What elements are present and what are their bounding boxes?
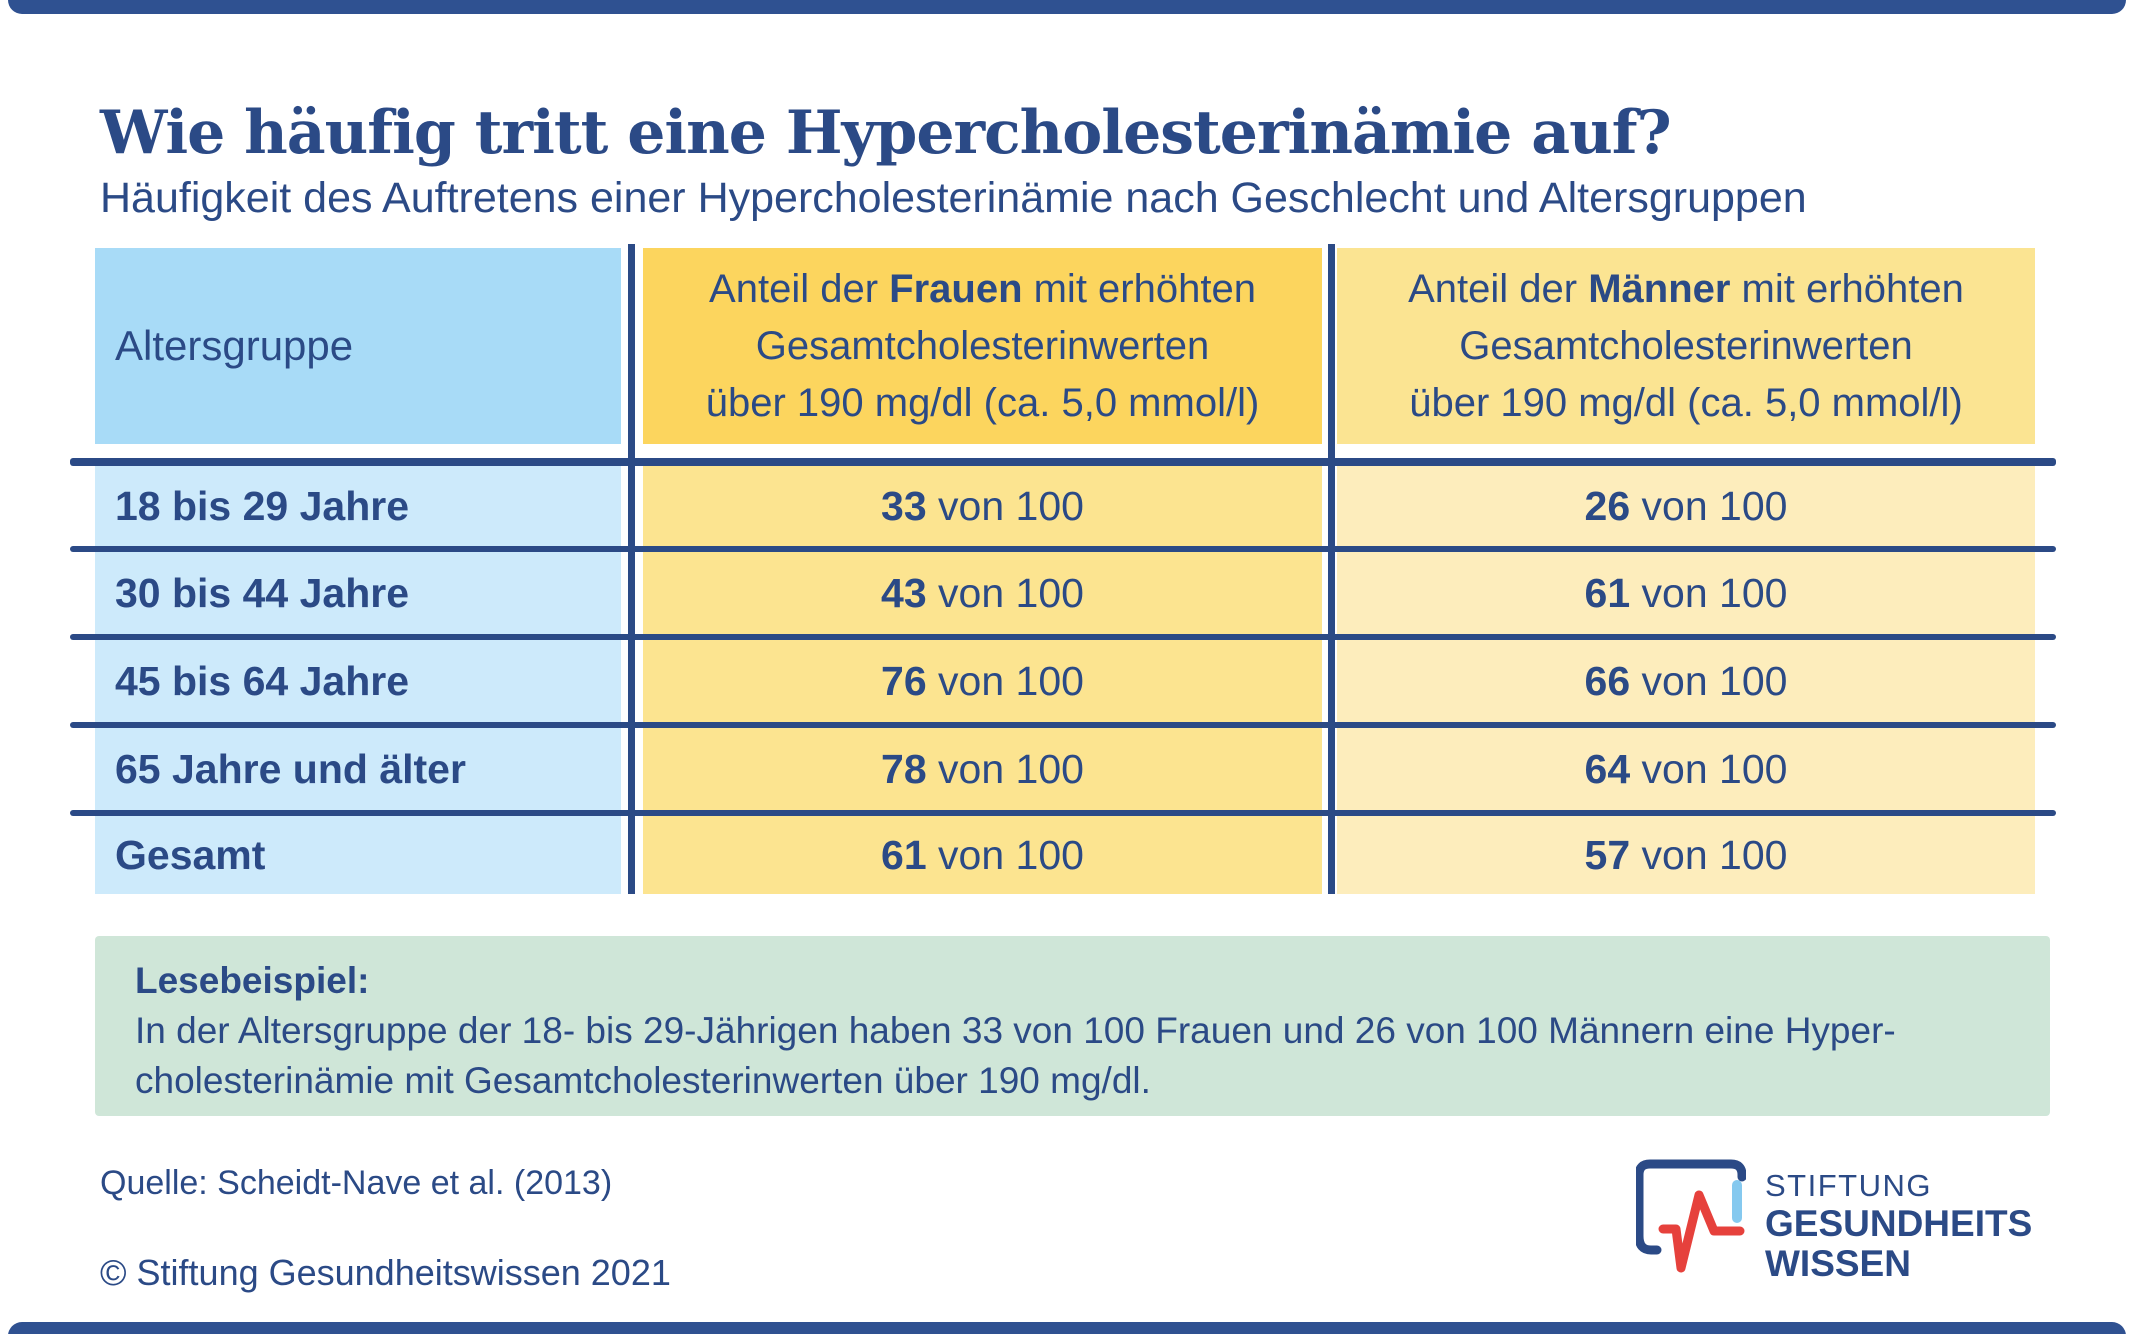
women-value-cell: 78 von 100 xyxy=(643,728,1322,810)
reading-example-line2: cholesterinämie mit Gesamtcholesterinwer… xyxy=(135,1060,1151,1101)
age-cell: 45 bis 64 Jahre xyxy=(95,640,621,722)
women-value-cell: 61 von 100 xyxy=(643,816,1322,894)
reading-example-line1: In der Altersgruppe der 18- bis 29-Jähri… xyxy=(135,1010,1896,1051)
logo-line-wissen: WISSEN xyxy=(1765,1243,1911,1284)
age-cell: 65 Jahre und älter xyxy=(95,728,621,810)
men-value-cell: 64 von 100 xyxy=(1337,728,2035,810)
age-cell: 30 bis 44 Jahre xyxy=(95,552,621,634)
header-cell-women: Anteil der Frauen mit erhöhten Gesamtchol… xyxy=(643,248,1322,444)
top-accent-bar xyxy=(8,0,2126,14)
reading-example-box: Lesebeispiel: In der Altersgruppe der 18… xyxy=(95,936,2050,1116)
copyright-notice: © Stiftung Gesundheitswissen 2021 xyxy=(100,1252,671,1293)
source-citation: Quelle: Scheidt-Nave et al. (2013) xyxy=(100,1164,613,1202)
men-value-cell: 26 von 100 xyxy=(1337,466,2035,546)
header-divider-line xyxy=(70,458,2056,466)
page-subtitle: Häufigkeit des Auftretens einer Hypercho… xyxy=(100,174,1807,222)
women-value-cell: 76 von 100 xyxy=(643,640,1322,722)
men-value-cell: 66 von 100 xyxy=(1337,640,2035,722)
column-divider-line xyxy=(1328,244,1335,894)
women-value-cell: 33 von 100 xyxy=(643,466,1322,546)
men-value-cell: 61 von 100 xyxy=(1337,552,2035,634)
header-women-label: Anteil der Frauen mit erhöhten Gesamtchol… xyxy=(705,266,1260,425)
foundation-logo-text: STIFTUNG GESUNDHEITS WISSEN xyxy=(1765,1168,2032,1284)
age-cell: Gesamt xyxy=(95,816,621,894)
men-value-cell: 57 von 100 xyxy=(1337,816,2035,894)
age-cell: 18 bis 29 Jahre xyxy=(95,466,621,546)
column-divider-line xyxy=(628,244,635,894)
row-divider-line xyxy=(70,722,2056,728)
row-divider-line xyxy=(70,810,2056,816)
row-divider-line xyxy=(70,546,2056,552)
page-title: Wie häufig tritt eine Hypercholesterinäm… xyxy=(100,98,1672,169)
header-cell-men: Anteil der Männer mit erhöhten Gesamtchol… xyxy=(1337,248,2035,444)
reading-example-title: Lesebeispiel: xyxy=(135,960,370,1001)
row-divider-line xyxy=(70,634,2056,640)
header-age-label: Altersgruppe xyxy=(115,322,354,369)
header-cell-age: Altersgruppe xyxy=(95,248,621,444)
heartbeat-logo-icon xyxy=(1636,1159,1746,1273)
logo-line-stiftung: STIFTUNG xyxy=(1765,1168,1932,1203)
bottom-accent-bar xyxy=(8,1322,2126,1334)
logo-line-gesundheits: GESUNDHEITS xyxy=(1765,1203,2033,1244)
women-value-cell: 43 von 100 xyxy=(643,552,1322,634)
header-men-label: Anteil der Männer mit erhöhten Gesamtchol… xyxy=(1408,266,1964,425)
